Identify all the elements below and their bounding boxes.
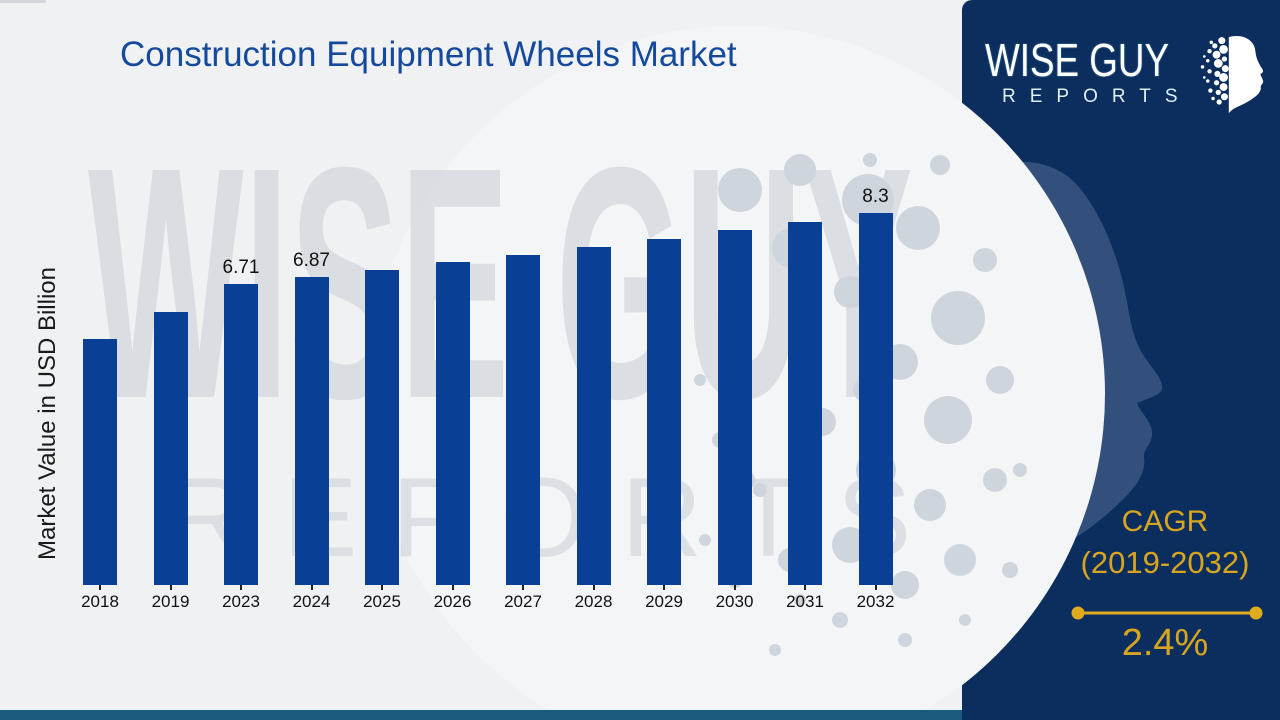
x-tick-2031: [804, 585, 806, 590]
x-tick-2025: [381, 585, 383, 590]
x-label-2018: 2018: [81, 592, 119, 611]
logo-face-icon: [1200, 36, 1264, 114]
bar-2028: [576, 247, 611, 585]
cagr-divider-line: [1071, 606, 1263, 620]
logo-wordmark: WISE GUY: [985, 34, 1170, 86]
bar-value-2024: 6.87: [293, 250, 330, 271]
x-tick-2029: [663, 585, 665, 590]
x-label-2024: 2024: [292, 592, 331, 611]
bar-2029: [647, 239, 681, 585]
x-tick-2024: [310, 585, 313, 590]
bar-2031: [788, 222, 822, 585]
x-tick-2019: [169, 585, 172, 590]
bar-2026: [435, 262, 470, 585]
x-label-2019: 2019: [151, 592, 190, 611]
bottom-accent-strip: [0, 710, 962, 720]
bar-2024: [294, 277, 329, 585]
cagr-label: CAGR: [1121, 505, 1209, 538]
bar-2025: [365, 270, 399, 585]
x-label-2029: 2029: [645, 592, 683, 611]
bar-2032: [858, 213, 893, 585]
corner-sliver: [0, 0, 46, 3]
bar-2019: [153, 312, 188, 585]
cagr-range: (2019-2032): [1080, 545, 1250, 580]
y-axis-label: Market Value in USD Billion: [34, 266, 61, 560]
x-label-2025: 2025: [363, 592, 401, 611]
x-label-2026: 2026: [433, 592, 472, 611]
bar-2018: [83, 339, 117, 585]
x-tick-2018: [99, 585, 101, 590]
x-tick-2030: [733, 585, 736, 590]
x-tick-2028: [592, 585, 595, 590]
x-label-2027: 2027: [504, 592, 542, 611]
bar-2030: [717, 230, 752, 585]
page-title: Construction Equipment Wheels Market: [120, 35, 737, 74]
x-label-2031: 2031: [786, 592, 824, 611]
x-label-2023: 2023: [222, 592, 260, 611]
x-label-2028: 2028: [574, 592, 613, 611]
x-label-2032: 2032: [856, 592, 895, 611]
logo-subtitle: REPORTS: [1002, 86, 1192, 107]
x-label-2030: 2030: [715, 592, 754, 611]
x-tick-2027: [522, 585, 524, 590]
bar-value-2023: 6.71: [222, 257, 260, 278]
bar-2023: [224, 284, 258, 585]
bar-value-2032: 8.3: [862, 186, 889, 207]
x-tick-2032: [874, 585, 877, 590]
x-tick-2023: [240, 585, 242, 590]
cagr-value: 2.4%: [1121, 622, 1209, 664]
bar-2027: [506, 255, 540, 585]
x-tick-2026: [451, 585, 454, 590]
